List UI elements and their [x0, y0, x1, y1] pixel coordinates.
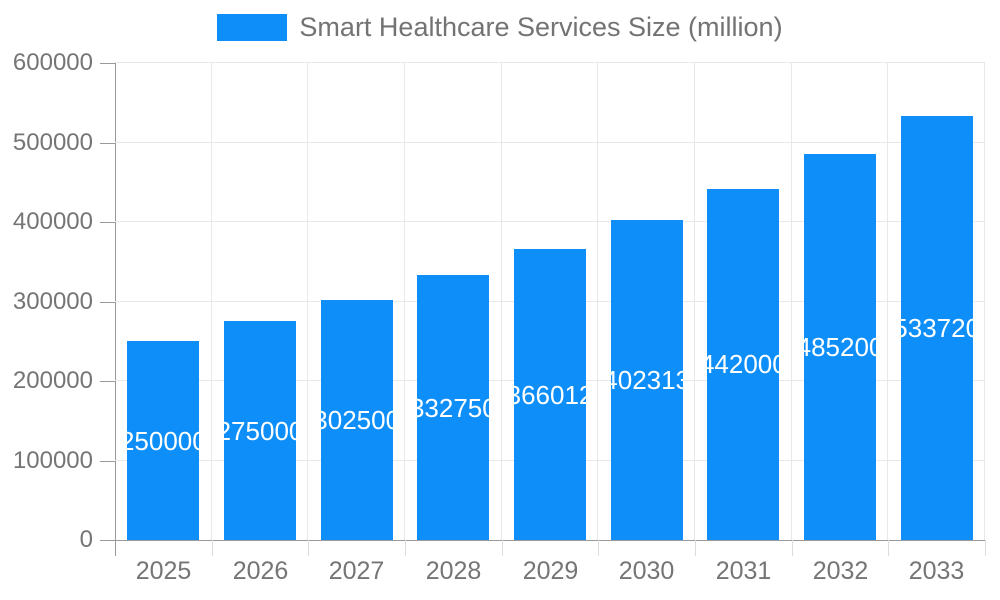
x-tick-mark — [502, 540, 503, 556]
bar-value-label: 332750 — [417, 392, 489, 423]
bar-2029: 366012 — [514, 249, 586, 540]
legend-label: Smart Healthcare Services Size (million) — [299, 12, 783, 42]
y-tick-label: 100000 — [12, 447, 93, 474]
bar-value-label: 275000 — [224, 415, 296, 446]
y-tick-label: 500000 — [12, 129, 93, 156]
v-gridline — [693, 63, 695, 540]
y-tick-mark — [100, 143, 115, 144]
y-tick-mark — [100, 302, 115, 303]
x-tick-mark — [695, 540, 696, 556]
v-gridline — [887, 63, 889, 540]
x-tick-label: 2032 — [812, 557, 869, 585]
x-tick-label: 2027 — [328, 557, 385, 585]
x-tick-label: 2031 — [715, 557, 772, 585]
y-tick-mark — [100, 540, 115, 541]
bar-value-label: 533720 — [901, 312, 973, 343]
y-tick-mark — [100, 381, 115, 382]
x-tick-mark — [598, 540, 599, 556]
v-gridline — [984, 63, 985, 540]
plot-area: 250000 275000 302500 332750 366012 402313 4420… — [115, 62, 985, 540]
v-gridline — [210, 63, 212, 540]
x-tick-label: 2026 — [232, 557, 289, 585]
bar-value-label: 302500 — [321, 404, 393, 435]
x-tick-label: 2030 — [618, 557, 675, 585]
bar-2027: 302500 — [320, 299, 393, 540]
x-tick-mark — [985, 540, 986, 556]
legend-swatch — [217, 14, 288, 41]
x-tick-label: 2028 — [425, 557, 482, 585]
y-tick-mark — [100, 461, 115, 462]
y-tick-label: 200000 — [12, 367, 93, 394]
bar-value-label: 402313 — [611, 365, 683, 396]
x-tick-mark — [212, 540, 213, 556]
bar-2028: 332750 — [417, 275, 490, 540]
x-tick-mark — [405, 540, 406, 556]
v-gridline — [500, 63, 502, 540]
y-tick-mark — [100, 222, 115, 223]
bar-2032: 485200 — [804, 154, 876, 540]
bar-value-label: 250000 — [127, 425, 199, 456]
bar-2033: 533720 — [900, 115, 973, 540]
legend[interactable]: Smart Healthcare Services Size (million) — [0, 14, 1000, 41]
bar-value-label: 485200 — [804, 332, 876, 363]
v-gridline — [790, 63, 792, 540]
h-gridline — [115, 141, 985, 143]
y-tick-mark — [100, 63, 115, 64]
y-axis-line — [115, 63, 116, 556]
bar-value-label: 442000 — [707, 349, 779, 380]
h-gridline — [115, 221, 985, 223]
x-tick-mark — [308, 540, 309, 556]
h-gridline — [115, 62, 985, 63]
x-tick-label: 2033 — [908, 557, 965, 585]
bar-2026: 275000 — [223, 321, 296, 540]
y-tick-label: 300000 — [12, 288, 93, 315]
x-axis-line — [100, 540, 985, 541]
x-tick-mark — [888, 540, 889, 556]
bar-2025: 250000 — [127, 341, 200, 540]
v-gridline — [597, 63, 599, 540]
x-tick-label: 2025 — [135, 557, 192, 585]
bar-2031: 442000 — [707, 188, 780, 540]
y-tick-label: 600000 — [12, 49, 93, 76]
bar-2030: 402313 — [610, 220, 683, 540]
v-gridline — [403, 63, 405, 540]
x-tick-mark — [792, 540, 793, 556]
bar-value-label: 366012 — [514, 379, 586, 410]
x-tick-label: 2029 — [522, 557, 579, 585]
y-tick-label: 400000 — [12, 208, 93, 235]
y-tick-label: 0 — [79, 526, 93, 553]
v-gridline — [307, 63, 309, 540]
